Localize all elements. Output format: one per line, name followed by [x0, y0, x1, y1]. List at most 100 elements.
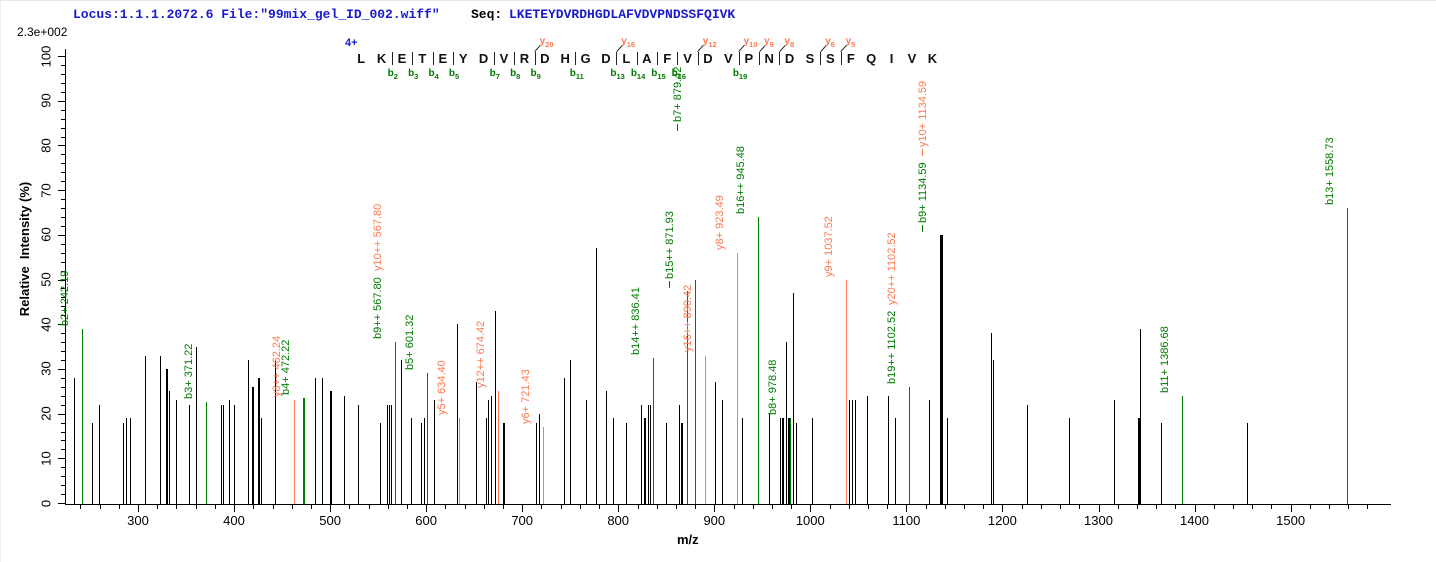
peak — [539, 413, 540, 504]
peak — [488, 400, 489, 504]
peak[interactable] — [82, 328, 83, 504]
peak — [248, 360, 249, 504]
peak[interactable] — [653, 357, 654, 504]
y-minor-tick — [61, 127, 65, 129]
x-minor-tick — [1329, 505, 1330, 509]
x-minor-tick — [675, 505, 677, 509]
peak — [947, 418, 948, 504]
y-tick-label: 10 — [38, 451, 54, 466]
peak[interactable] — [940, 234, 943, 504]
x-minor-tick — [1213, 505, 1215, 509]
peak — [99, 404, 100, 504]
y-tick-label: 0 — [38, 499, 54, 507]
peak — [160, 355, 161, 504]
sequence-residue: S — [805, 51, 815, 66]
peak — [411, 418, 412, 504]
y-minor-tick — [61, 360, 65, 361]
peak[interactable] — [395, 342, 396, 504]
cleavage-tick — [759, 52, 760, 65]
ion-label: b14++ 836.41 — [630, 286, 642, 355]
peak — [92, 422, 93, 504]
peak[interactable] — [206, 402, 207, 504]
x-minor-tick — [868, 505, 869, 509]
peak — [401, 360, 402, 504]
peak — [666, 422, 667, 504]
x-minor-tick — [253, 505, 255, 509]
x-minor-tick — [445, 505, 447, 509]
peak — [130, 418, 131, 504]
peak — [1138, 418, 1140, 504]
sequence-residue: V — [499, 51, 509, 66]
y-minor-tick — [61, 154, 65, 156]
sequence-residue: H — [560, 51, 570, 66]
x-minor-tick — [695, 505, 697, 509]
x-major-tick — [1290, 505, 1292, 512]
x-major-tick — [426, 505, 428, 512]
peak — [606, 391, 607, 505]
sequence-residue: I — [889, 51, 894, 66]
peak[interactable] — [427, 373, 428, 504]
y-minor-tick — [61, 288, 65, 290]
peak[interactable] — [737, 252, 738, 504]
cleavage-tick — [391, 52, 393, 65]
x-minor-tick — [157, 505, 159, 509]
peak[interactable] — [1347, 208, 1348, 504]
b-ion-marker: b13 — [610, 68, 625, 81]
cleavage-tick — [575, 52, 577, 65]
peak — [786, 342, 787, 504]
x-minor-tick — [214, 505, 216, 509]
peak[interactable] — [909, 386, 910, 504]
peak — [123, 422, 124, 504]
y-minor-tick — [61, 163, 65, 165]
y-minor-tick — [61, 172, 65, 174]
peak[interactable] — [790, 418, 791, 504]
peak[interactable] — [498, 391, 499, 505]
x-minor-tick — [503, 505, 504, 509]
x-minor-tick — [964, 505, 965, 509]
peak[interactable] — [758, 216, 759, 504]
ion-label: y8+ 923.49 — [714, 194, 726, 250]
x-major-tick — [234, 505, 235, 512]
ion-label: b8+ 978.48 — [767, 359, 779, 416]
sequence-residue: P — [744, 51, 754, 66]
ion-label: b19++ 1102.52 — [886, 310, 898, 384]
peak — [221, 404, 222, 504]
x-minor-tick — [656, 505, 658, 509]
ion-label: y16++ 890.42 — [682, 285, 694, 353]
cleavage-tick — [616, 52, 618, 65]
y-major-tick — [58, 100, 65, 102]
sequence-residue: D — [540, 51, 550, 66]
y-minor-tick — [61, 82, 65, 84]
ion-label: b11+ 1386.68 — [1159, 325, 1171, 393]
y-minor-tick — [61, 476, 65, 478]
y-minor-tick — [61, 216, 65, 218]
peak[interactable] — [294, 400, 295, 504]
peak — [929, 400, 930, 504]
peak[interactable] — [687, 290, 688, 504]
x-major-tick — [1002, 505, 1004, 512]
b-ion-marker: b8 — [510, 68, 521, 81]
peak — [644, 418, 646, 504]
y-minor-tick — [61, 422, 65, 424]
x-minor-tick — [560, 505, 562, 509]
peak[interactable] — [459, 418, 460, 504]
x-minor-tick — [541, 505, 543, 509]
y-tick-label: 90 — [38, 93, 54, 108]
peak — [457, 324, 458, 504]
peak — [648, 404, 649, 504]
sequence-residue: F — [846, 51, 855, 66]
peak[interactable] — [303, 398, 305, 504]
peak[interactable] — [705, 355, 706, 504]
peak[interactable] — [543, 427, 544, 504]
x-tick-label: 1300 — [1084, 513, 1113, 528]
y-minor-tick — [61, 243, 65, 245]
y-minor-tick — [61, 306, 65, 308]
ion-label: b2+ 242.19 — [59, 270, 71, 326]
peak[interactable] — [695, 279, 696, 504]
peak[interactable] — [1182, 395, 1183, 504]
peak[interactable] — [846, 279, 847, 504]
x-major-tick — [618, 505, 620, 512]
peak — [486, 418, 487, 504]
ion-label: b5+ 601.32 — [404, 314, 416, 371]
y-minor-tick — [61, 181, 65, 183]
